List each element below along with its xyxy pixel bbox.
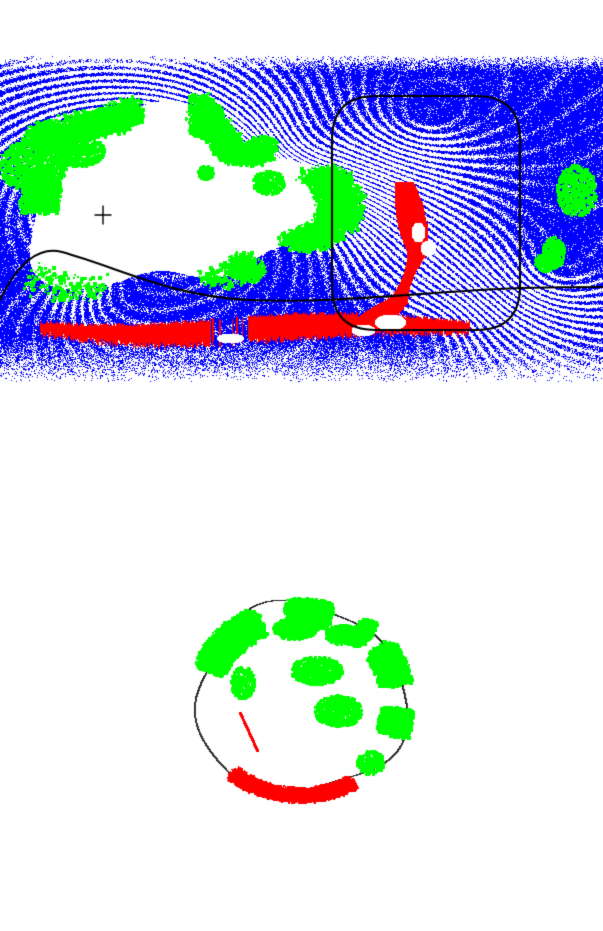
panel-three-dimensional-projection (55, 440, 555, 931)
panel-planar-contour-map (0, 55, 603, 390)
planar-field-canvas (0, 55, 603, 390)
three-dimensional-field-canvas (55, 440, 555, 931)
